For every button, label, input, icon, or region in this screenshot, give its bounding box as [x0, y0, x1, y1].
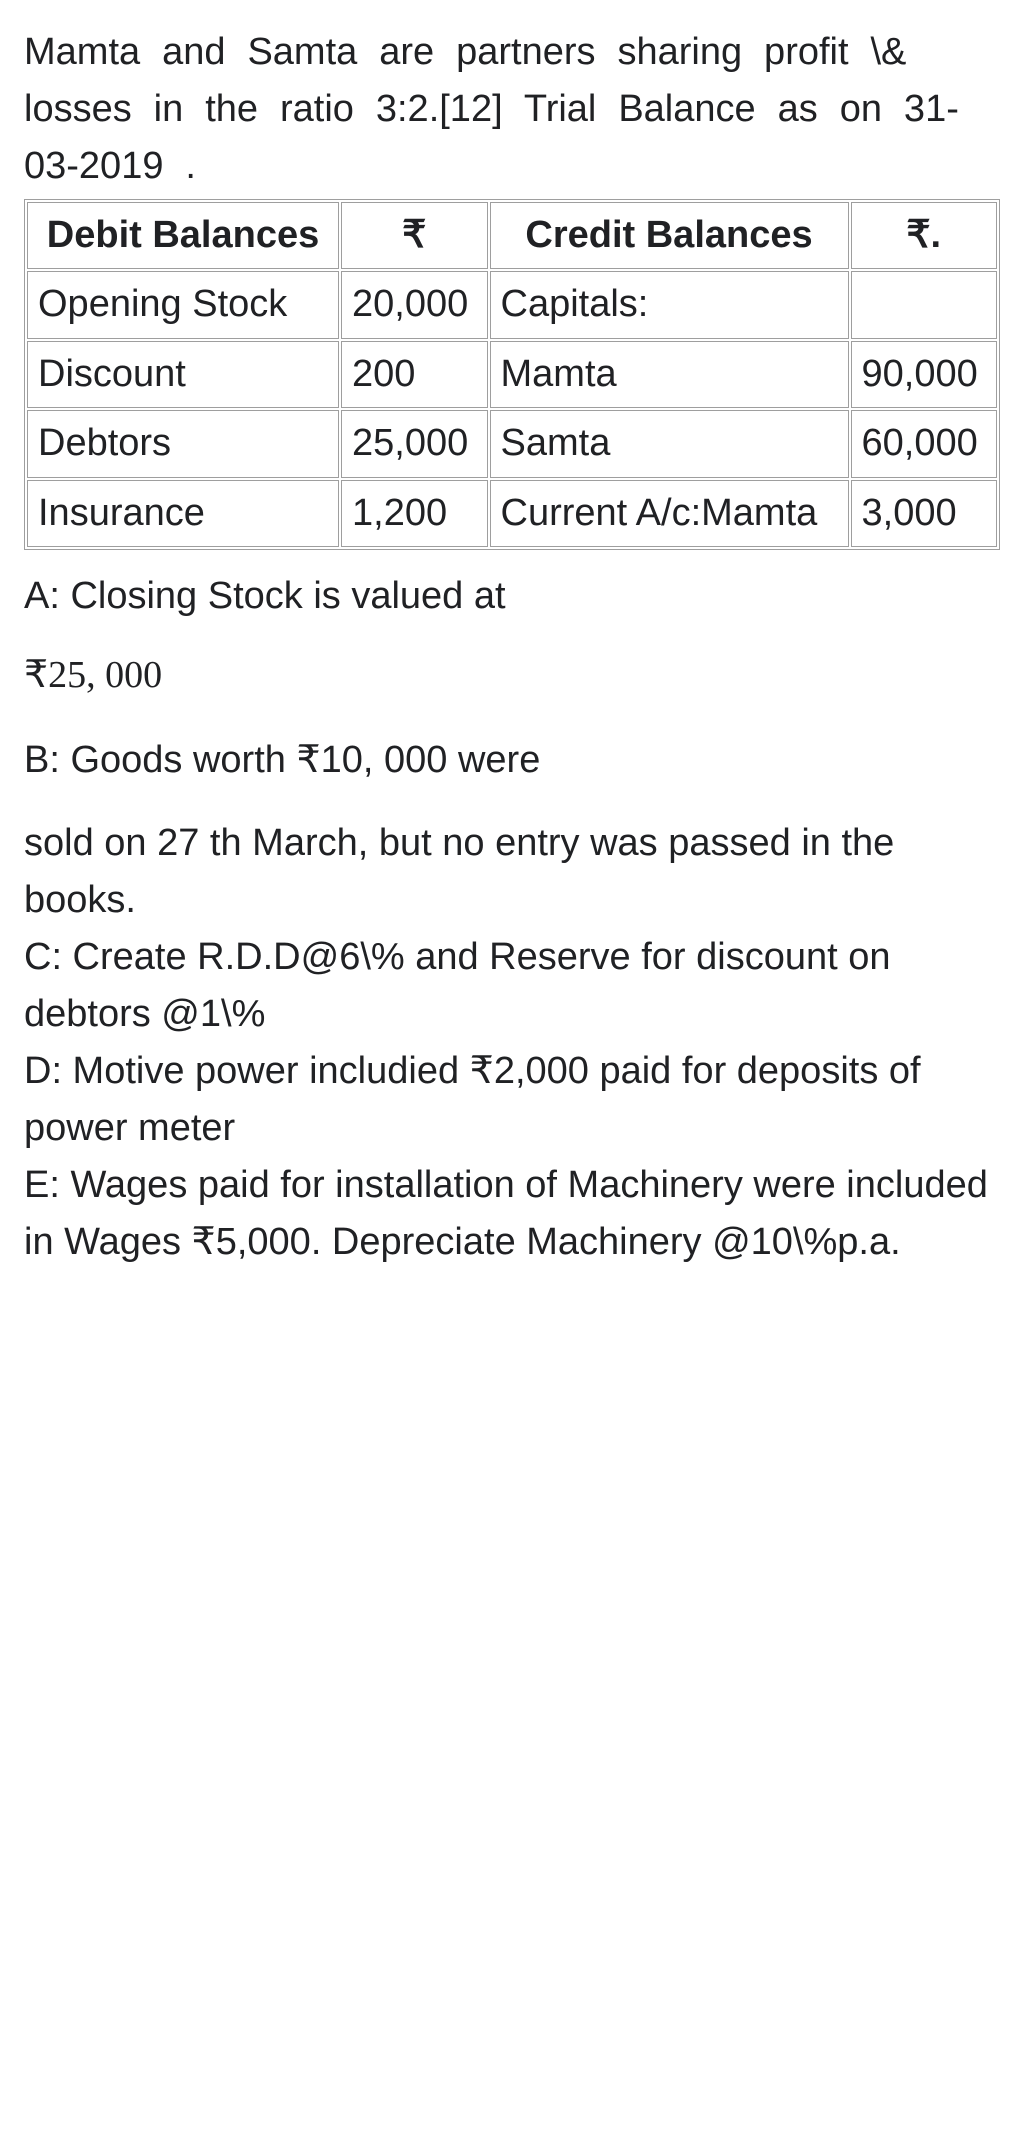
adjustment-a-label: A: Closing Stock is valued at — [24, 568, 1000, 625]
cell-credit-amount: 90,000 — [851, 341, 998, 408]
header-credit-balances: Credit Balances — [490, 202, 849, 269]
adjustment-d: D: Motive power includied ₹2,000 paid fo… — [24, 1043, 1000, 1157]
adjustment-a-value: ₹25, 000 — [24, 647, 1000, 704]
table-row: Debtors 25,000 Samta 60,000 — [27, 410, 997, 477]
cell-debit-name: Opening Stock — [27, 271, 339, 338]
adjustment-b-line2: sold on 27 th March, but no entry was pa… — [24, 815, 1000, 929]
cell-debit-name: Debtors — [27, 410, 339, 477]
header-credit-amount: ₹. — [851, 202, 998, 269]
cell-debit-name: Insurance — [27, 480, 339, 547]
table-row: Insurance 1,200 Current A/c:Mamta 3,000 — [27, 480, 997, 547]
cell-credit-name: Samta — [490, 410, 849, 477]
cell-debit-amount: 25,000 — [341, 410, 487, 477]
cell-credit-name: Mamta — [490, 341, 849, 408]
cell-credit-amount: 60,000 — [851, 410, 998, 477]
cell-debit-amount: 20,000 — [341, 271, 487, 338]
adjustment-b-line1: B: Goods worth ₹10, 000 were — [24, 732, 1000, 789]
cell-debit-name: Discount — [27, 341, 339, 408]
table-row: Opening Stock 20,000 Capitals: — [27, 271, 997, 338]
table-row: Discount 200 Mamta 90,000 — [27, 341, 997, 408]
header-debit-amount: ₹ — [341, 202, 487, 269]
adjustment-c: C: Create R.D.D@6\% and Reserve for disc… — [24, 929, 1000, 1043]
adjustment-e: E: Wages paid for installation of Machin… — [24, 1157, 1000, 1271]
trial-balance-table: Debit Balances ₹ Credit Balances ₹. Open… — [24, 199, 1000, 550]
table-header-row: Debit Balances ₹ Credit Balances ₹. — [27, 202, 997, 269]
cell-credit-amount — [851, 271, 998, 338]
header-debit-balances: Debit Balances — [27, 202, 339, 269]
intro-paragraph: Mamta and Samta are partners sharing pro… — [24, 24, 1000, 195]
cell-credit-amount: 3,000 — [851, 480, 998, 547]
cell-credit-name: Capitals: — [490, 271, 849, 338]
cell-credit-name: Current A/c:Mamta — [490, 480, 849, 547]
cell-debit-amount: 1,200 — [341, 480, 487, 547]
cell-debit-amount: 200 — [341, 341, 487, 408]
